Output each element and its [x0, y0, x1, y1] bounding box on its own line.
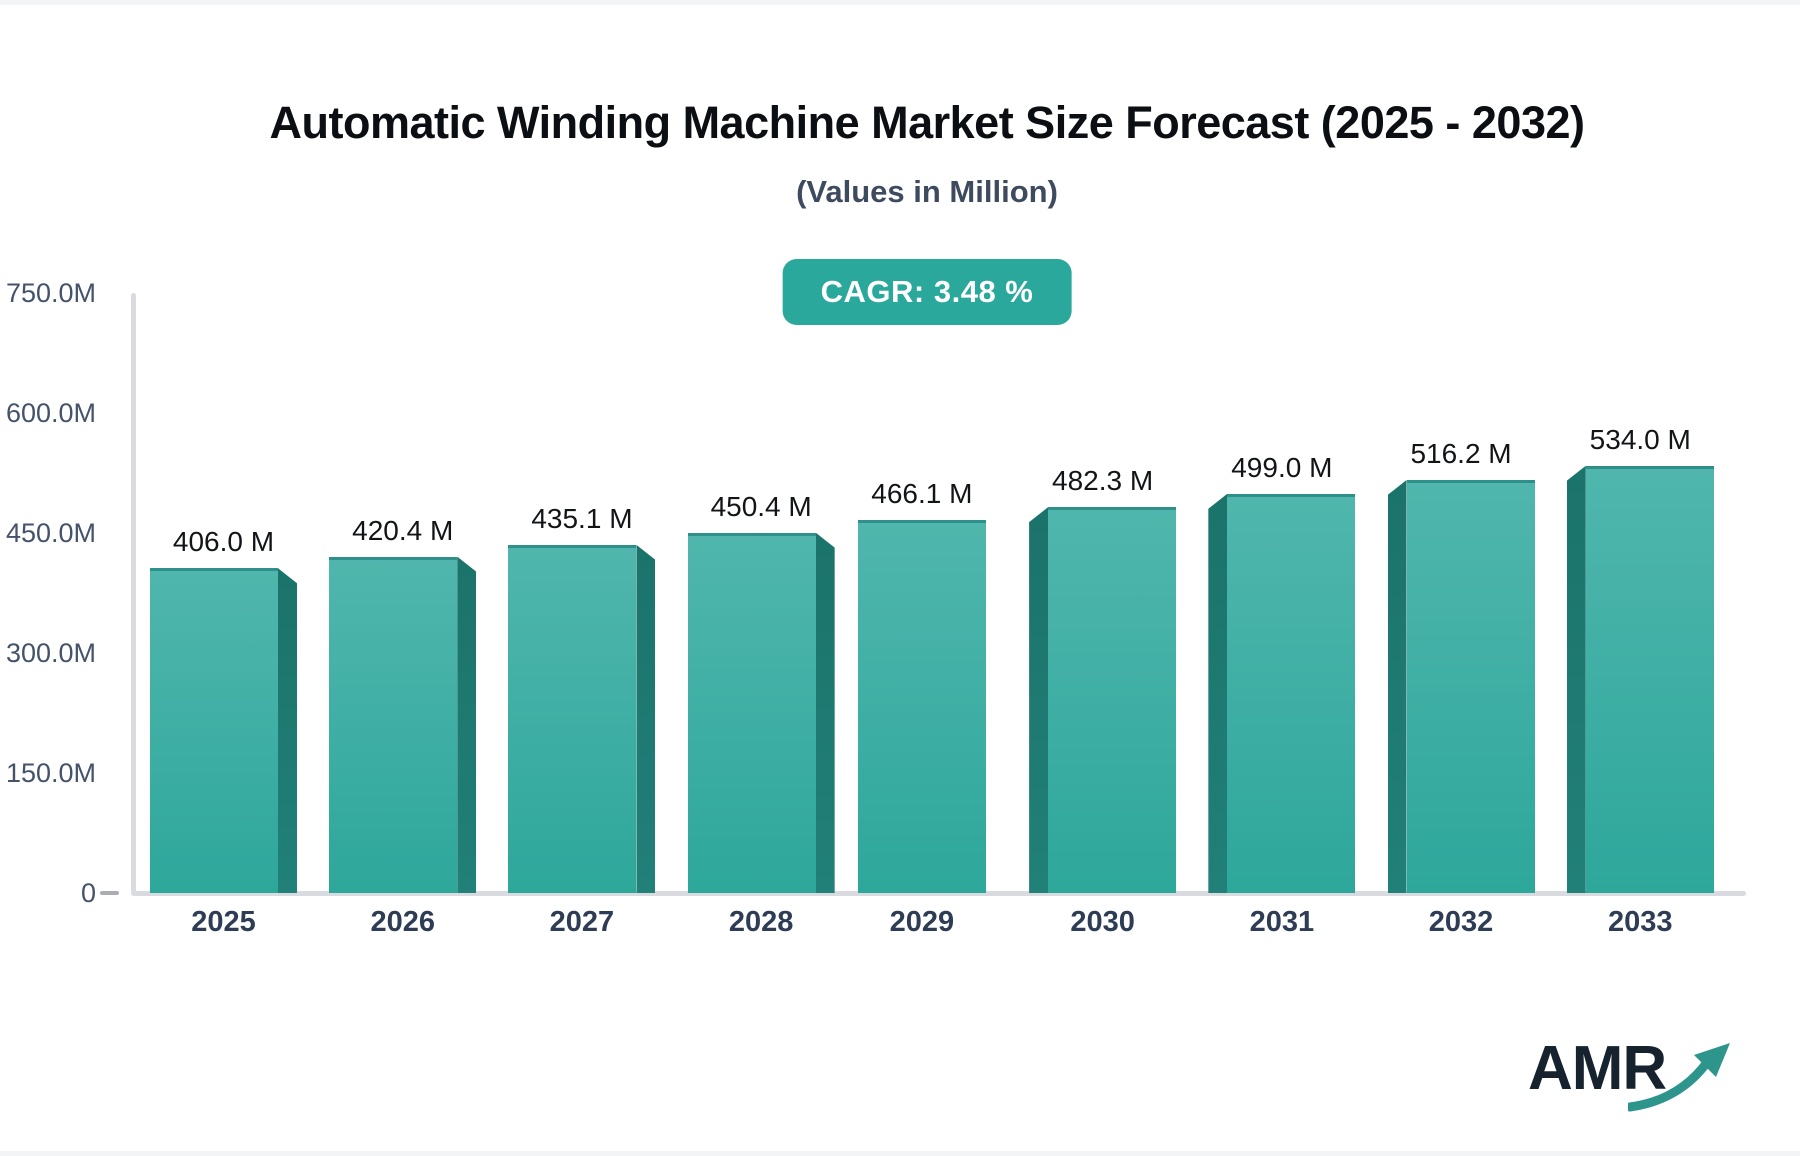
cagr-badge: CAGR: 3.48 % [782, 259, 1072, 325]
x-axis-label: 2026 [370, 906, 435, 938]
bar [1048, 507, 1177, 893]
y-axis-label: 300.0M [5, 638, 96, 668]
chart-subtitle: (Values in Million) [796, 174, 1058, 209]
y-axis-label: 150.0M [5, 758, 96, 788]
y-axis-label: 600.0M [5, 398, 96, 428]
y-axis-tick [100, 891, 119, 895]
y-axis-line [131, 293, 136, 893]
x-axis-label: 2030 [1070, 906, 1135, 938]
bar [1227, 493, 1356, 893]
bar-side-face [1387, 480, 1407, 893]
x-axis-label: 2027 [549, 906, 615, 938]
bar-value-label: 534.0 M [1589, 423, 1691, 455]
amr-logo-text: AMR [1528, 1034, 1667, 1103]
bar [1585, 465, 1714, 893]
bar-side-face [278, 568, 297, 893]
bar [329, 556, 458, 893]
bar [508, 544, 637, 893]
bar-side-face [1566, 465, 1586, 893]
bar [687, 532, 816, 893]
bar-side-face [815, 532, 835, 893]
x-axis-label: 2025 [191, 906, 256, 938]
bar-value-label: 406.0 M [172, 526, 275, 558]
bar-side-face [1029, 507, 1049, 893]
x-axis-label: 2031 [1249, 906, 1315, 938]
bar-side-face [636, 544, 656, 893]
bar-side-face [1208, 493, 1228, 893]
bar-value-label: 450.4 M [710, 490, 812, 522]
x-axis-label: 2032 [1428, 906, 1494, 938]
bar [150, 568, 278, 893]
bar [857, 520, 986, 893]
amr-logo: AMR [1528, 1033, 1730, 1123]
bar-value-label: 516.2 M [1410, 438, 1512, 470]
y-axis-label: 0 [80, 878, 96, 908]
bar [1406, 480, 1535, 893]
x-axis-label: 2028 [728, 906, 794, 938]
y-axis-label: 450.0M [5, 518, 96, 548]
bar-value-label: 420.4 M [352, 514, 454, 546]
bar-value-label: 499.0 M [1231, 451, 1333, 483]
growth-arrow-icon [1628, 1043, 1730, 1112]
x-axis-line [131, 891, 1746, 896]
chart-title: Automatic Winding Machine Market Size Fo… [269, 97, 1585, 148]
bar-value-label: 466.1 M [871, 478, 973, 510]
x-axis-label: 2029 [889, 906, 955, 938]
bar-side-face [457, 556, 477, 893]
y-axis-label: 750.0M [5, 278, 96, 308]
bar-value-label: 482.3 M [1052, 465, 1154, 497]
bar-value-label: 435.1 M [531, 502, 633, 534]
x-axis-label: 2033 [1608, 906, 1673, 938]
